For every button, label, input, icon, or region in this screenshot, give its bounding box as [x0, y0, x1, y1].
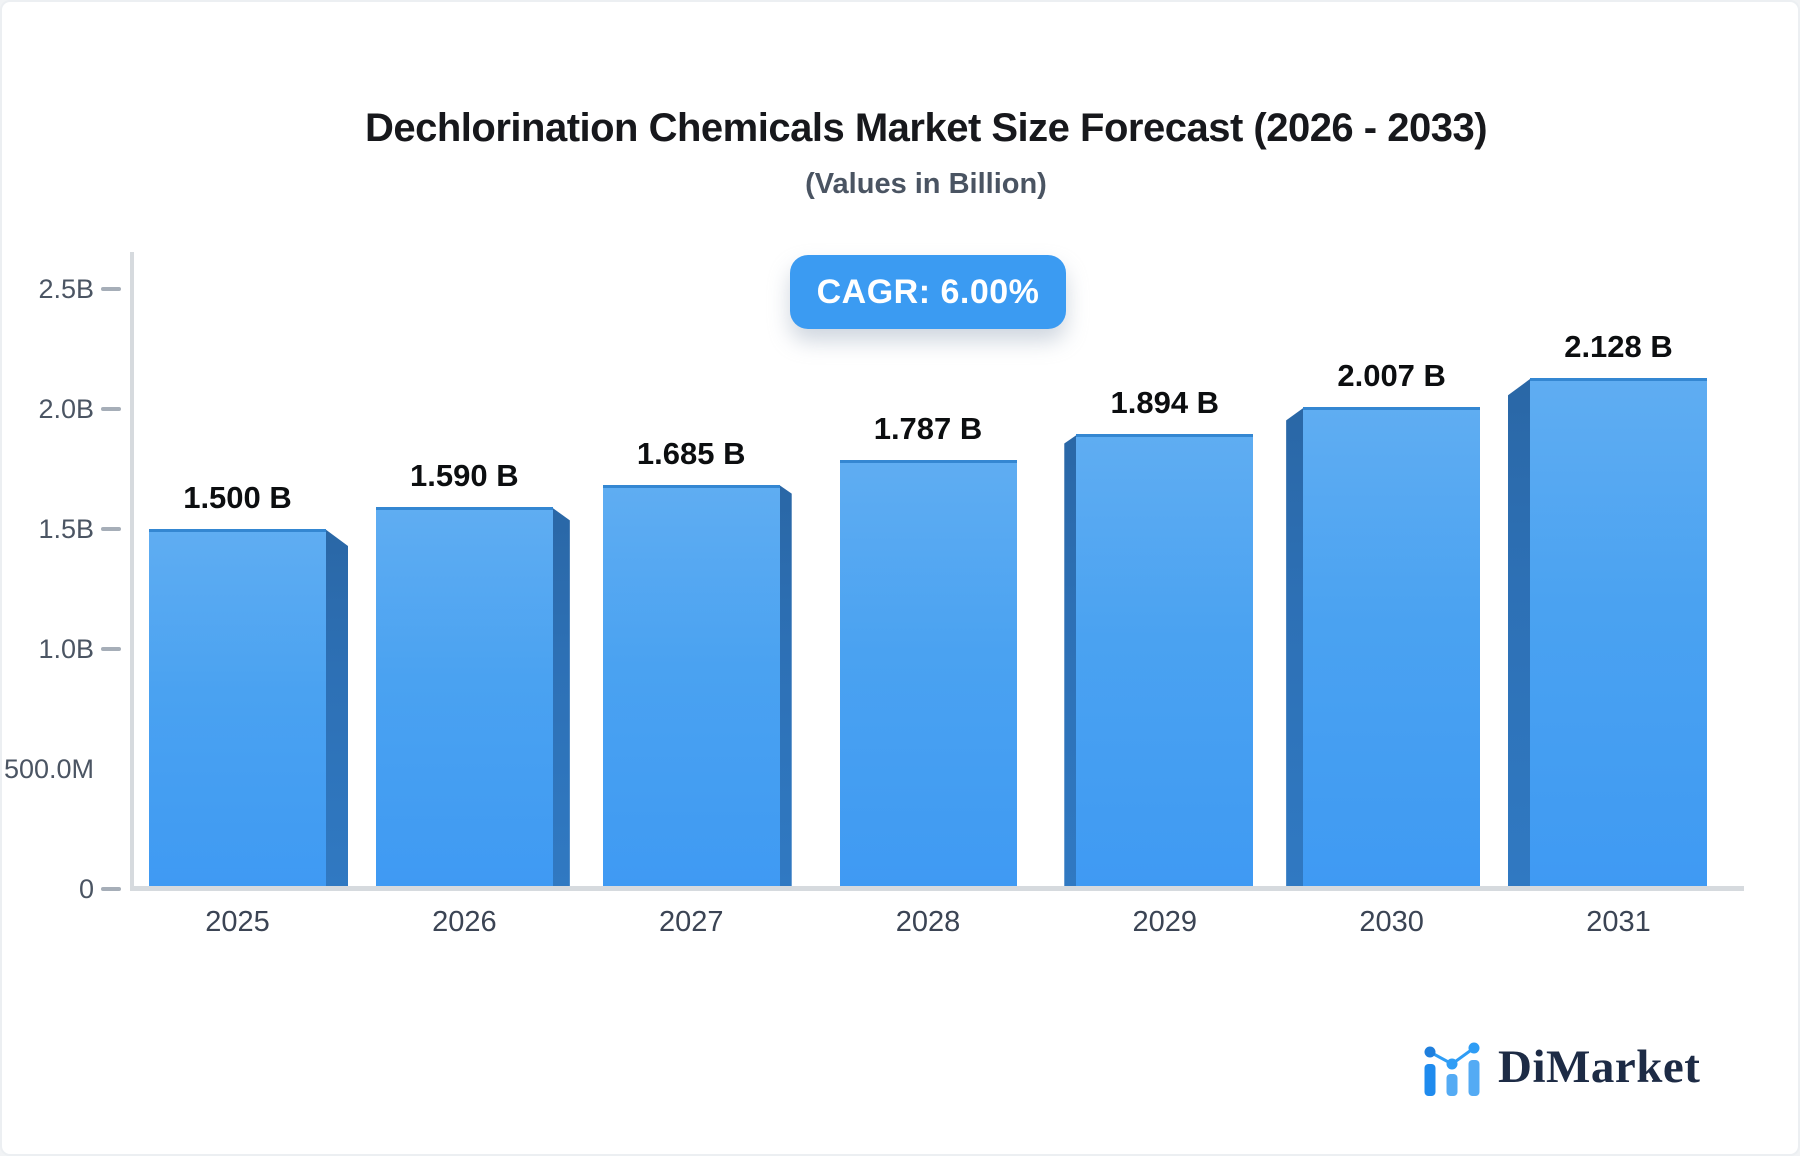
y-tick-label: 2.0B: [38, 394, 94, 424]
x-axis-line: [130, 886, 1744, 891]
bar-2026: [375, 507, 553, 886]
y-tick-dash: [101, 647, 121, 651]
bar-side-face-2030: [1286, 407, 1305, 886]
bar-2027: [602, 484, 780, 886]
bar-side-face-2026: [551, 507, 570, 886]
y-tick-dash: [101, 287, 121, 291]
y-axis-line: [130, 252, 134, 889]
cagr-badge: CAGR: 6.00%: [790, 255, 1066, 329]
bar-value-label: 2.007 B: [1337, 358, 1446, 394]
x-tick-label: 2025: [205, 906, 270, 938]
y-tick-label: 1.5B: [38, 514, 94, 544]
bar-chart-trend-icon: [1424, 1042, 1480, 1096]
bar-2030: [1303, 407, 1481, 886]
y-tick-label: 2.5B: [38, 274, 94, 304]
x-tick-label: 2031: [1586, 906, 1651, 938]
bar-value-label: 1.685 B: [636, 435, 746, 471]
bar-value-label: 1.500 B: [183, 480, 292, 515]
x-tick-label: 2030: [1359, 906, 1424, 938]
y-tick-dash: [101, 407, 121, 411]
bar-side-face-2027: [778, 484, 792, 886]
y-tick-label: 0: [78, 874, 94, 904]
bar-side-face-2031: [1508, 378, 1531, 886]
y-tick-dash: [101, 527, 121, 531]
bar-value-label: 2.128 B: [1564, 329, 1673, 365]
bar-value-label: 1.787 B: [873, 411, 983, 447]
bar-2025: [149, 529, 326, 886]
x-tick-label: 2026: [432, 906, 497, 938]
bar-2028: [839, 460, 1017, 886]
brand-logo: DiMarket: [1422, 1038, 1700, 1096]
bar-2031: [1530, 378, 1707, 886]
bar-2029: [1076, 434, 1254, 886]
bar-value-label: 1.894 B: [1110, 385, 1220, 421]
x-tick-label: 2027: [658, 906, 724, 938]
y-tick-label: 500.0M: [3, 754, 94, 784]
x-tick-label: 2029: [1132, 906, 1198, 938]
bar-side-face-2029: [1064, 434, 1078, 886]
x-tick-label: 2028: [895, 906, 961, 938]
chart-title: Dechlorination Chemicals Market Size For…: [364, 106, 1488, 150]
brand-name: DiMarket: [1498, 1041, 1701, 1093]
y-tick-label: 1.0B: [38, 634, 94, 664]
cagr-badge-label: CAGR: 6.00%: [816, 272, 1040, 311]
bar-side-face-2025: [325, 529, 348, 886]
y-tick-dash: [101, 887, 121, 891]
bar-value-label: 1.590 B: [410, 458, 519, 494]
chart-subtitle: (Values in Billion): [805, 168, 1047, 200]
